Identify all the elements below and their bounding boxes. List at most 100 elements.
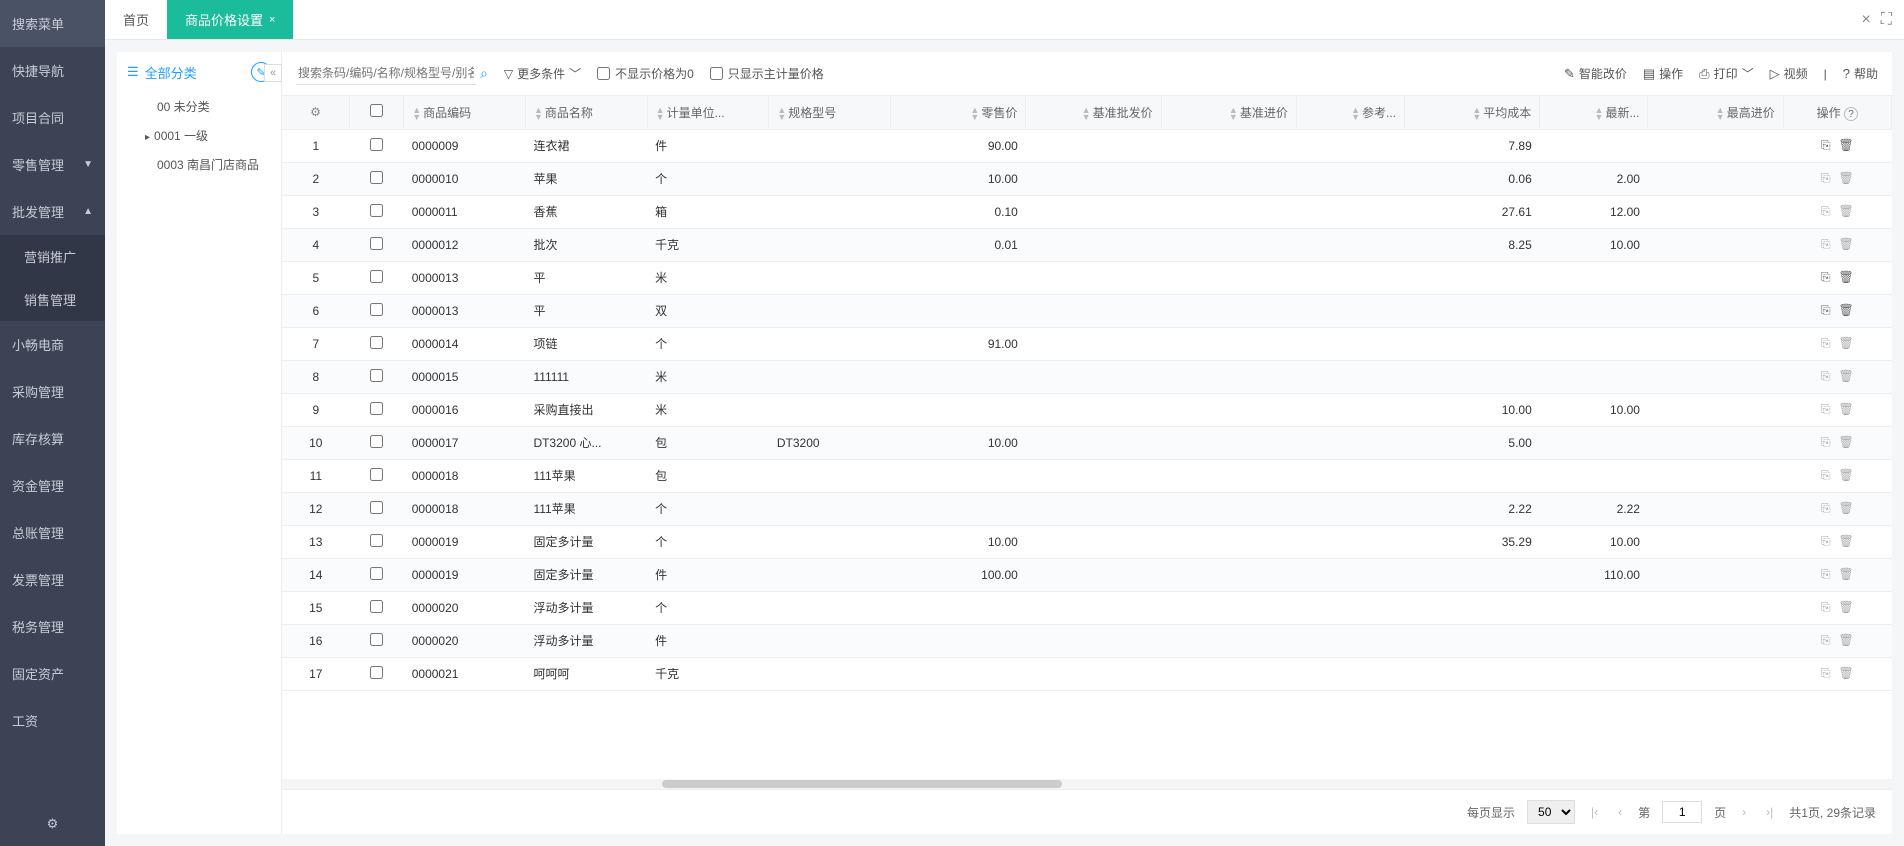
sidebar-item-5[interactable]: 小畅电商 xyxy=(0,321,105,368)
table-row[interactable]: 90000016采购直接出米10.0010.00⎘🗑 xyxy=(282,393,1892,426)
per-page-select[interactable]: 50 xyxy=(1527,800,1575,824)
table-row[interactable]: 160000020浮动多计量件⎘🗑 xyxy=(282,624,1892,657)
table-row[interactable]: 170000021呵呵呵千克⎘🗑 xyxy=(282,657,1892,690)
tab-home[interactable]: 首页 xyxy=(105,0,167,39)
tree-node-0[interactable]: 00 未分类 xyxy=(127,92,271,121)
table-row[interactable]: 110000018111苹果包⎘🗑 xyxy=(282,459,1892,492)
col-purchase[interactable]: 基准进价 xyxy=(1161,96,1296,129)
collapse-tree-button[interactable]: « xyxy=(264,64,282,82)
col-ref[interactable]: 参考... xyxy=(1296,96,1404,129)
row-checkbox[interactable] xyxy=(350,294,404,327)
table-row[interactable]: 150000020浮动多计量个⎘🗑 xyxy=(282,591,1892,624)
sidebar-item-3[interactable]: 零售管理▼ xyxy=(0,141,105,188)
row-checkbox[interactable] xyxy=(350,360,404,393)
help-button[interactable]: ? 帮助 xyxy=(1843,65,1878,82)
table-row[interactable]: 60000013平双⎘🗑 xyxy=(282,294,1892,327)
copy-icon[interactable]: ⎘ xyxy=(1821,369,1831,384)
sidebar-item-4[interactable]: 批发管理▲ xyxy=(0,188,105,235)
print-button[interactable]: ⎙ 打印 ﹀ xyxy=(1699,65,1753,82)
sidebar-item-13[interactable]: 工资 xyxy=(0,697,105,744)
last-page-button[interactable]: ›| xyxy=(1762,805,1777,819)
col-retail[interactable]: 零售价 xyxy=(891,96,1026,129)
row-checkbox[interactable] xyxy=(350,426,404,459)
copy-icon[interactable]: ⎘ xyxy=(1821,336,1831,351)
delete-icon[interactable]: 🗑 xyxy=(1839,666,1854,681)
copy-icon[interactable]: ⎘ xyxy=(1821,567,1831,582)
copy-icon[interactable]: ⎘ xyxy=(1821,270,1831,285)
delete-icon[interactable]: 🗑 xyxy=(1839,171,1854,186)
row-checkbox[interactable] xyxy=(350,129,404,162)
select-all-checkbox[interactable] xyxy=(350,96,404,129)
row-checkbox[interactable] xyxy=(350,525,404,558)
first-page-button[interactable]: |‹ xyxy=(1587,805,1602,819)
tree-node-1[interactable]: 0001 一级 xyxy=(127,121,271,150)
delete-icon[interactable]: 🗑 xyxy=(1839,633,1854,648)
more-filters-button[interactable]: ▽ 更多条件 ﹀ xyxy=(504,65,581,82)
video-button[interactable]: ▷ 视频 xyxy=(1770,65,1808,82)
row-checkbox[interactable] xyxy=(350,195,404,228)
close-icon[interactable]: × xyxy=(269,14,275,26)
delete-icon[interactable]: 🗑 xyxy=(1839,237,1854,252)
col-latest[interactable]: 最新... xyxy=(1540,96,1648,129)
table-row[interactable]: 120000018111苹果个2.222.22⎘🗑 xyxy=(282,492,1892,525)
sidebar-item-11[interactable]: 税务管理 xyxy=(0,603,105,650)
copy-icon[interactable]: ⎘ xyxy=(1821,204,1831,219)
delete-icon[interactable]: 🗑 xyxy=(1839,204,1854,219)
table-row[interactable]: 10000009连衣裙件90.007.89⎘🗑 xyxy=(282,129,1892,162)
table-row[interactable]: 20000010苹果个10.000.062.00⎘🗑 xyxy=(282,162,1892,195)
fullscreen-icon[interactable]: ⛶ xyxy=(1881,11,1892,29)
sidebar-item-12[interactable]: 固定资产 xyxy=(0,650,105,697)
copy-icon[interactable]: ⎘ xyxy=(1821,237,1831,252)
copy-icon[interactable]: ⎘ xyxy=(1821,303,1831,318)
delete-icon[interactable]: 🗑 xyxy=(1839,270,1854,285)
copy-icon[interactable]: ⎘ xyxy=(1821,600,1831,615)
delete-icon[interactable]: 🗑 xyxy=(1839,501,1854,516)
close-all-icon[interactable]: × xyxy=(1861,11,1870,29)
row-checkbox[interactable] xyxy=(350,327,404,360)
sidebar-item-8[interactable]: 资金管理 xyxy=(0,462,105,509)
copy-icon[interactable]: ⎘ xyxy=(1821,171,1831,186)
copy-icon[interactable]: ⎘ xyxy=(1821,402,1831,417)
sidebar-item-2[interactable]: 项目合同 xyxy=(0,94,105,141)
table-row[interactable]: 100000017DT3200 心...包DT320010.005.00⎘🗑 xyxy=(282,426,1892,459)
table-row[interactable]: 50000013平米⎘🗑 xyxy=(282,261,1892,294)
next-page-button[interactable]: › xyxy=(1738,805,1750,819)
col-avgcost[interactable]: 平均成本 xyxy=(1405,96,1540,129)
search-input[interactable] xyxy=(296,62,476,85)
sidebar-sub-1[interactable]: 销售管理 xyxy=(0,278,105,321)
row-checkbox[interactable] xyxy=(350,162,404,195)
copy-icon[interactable]: ⎘ xyxy=(1821,633,1831,648)
delete-icon[interactable]: 🗑 xyxy=(1839,468,1854,483)
tree-title[interactable]: 全部分类 xyxy=(145,63,197,82)
row-checkbox[interactable] xyxy=(350,459,404,492)
delete-icon[interactable]: 🗑 xyxy=(1839,303,1854,318)
hide-zero-checkbox[interactable]: 不显示价格为0 xyxy=(597,65,694,82)
delete-icon[interactable]: 🗑 xyxy=(1839,369,1854,384)
row-checkbox[interactable] xyxy=(350,228,404,261)
copy-icon[interactable]: ⎘ xyxy=(1821,138,1831,153)
horizontal-scrollbar[interactable] xyxy=(282,779,1892,789)
col-wholesale[interactable]: 基准批发价 xyxy=(1026,96,1161,129)
row-checkbox[interactable] xyxy=(350,657,404,690)
help-icon[interactable]: ? xyxy=(1844,107,1858,121)
table-row[interactable]: 130000019固定多计量个10.0035.2910.00⎘🗑 xyxy=(282,525,1892,558)
delete-icon[interactable]: 🗑 xyxy=(1839,138,1854,153)
sidebar-item-10[interactable]: 发票管理 xyxy=(0,556,105,603)
col-name[interactable]: 商品名称 xyxy=(525,96,647,129)
copy-icon[interactable]: ⎘ xyxy=(1821,666,1831,681)
tree-node-2[interactable]: 0003 南昌门店商品 xyxy=(127,150,271,179)
copy-icon[interactable]: ⎘ xyxy=(1821,435,1831,450)
col-max[interactable]: 最高进价 xyxy=(1648,96,1783,129)
delete-icon[interactable]: 🗑 xyxy=(1839,567,1854,582)
delete-icon[interactable]: 🗑 xyxy=(1839,402,1854,417)
sidebar-sub-0[interactable]: 营销推广 xyxy=(0,235,105,278)
prev-page-button[interactable]: ‹ xyxy=(1614,805,1626,819)
copy-icon[interactable]: ⎘ xyxy=(1821,501,1831,516)
row-checkbox[interactable] xyxy=(350,558,404,591)
sidebar-item-0[interactable]: 搜索菜单 xyxy=(0,0,105,47)
sidebar-item-1[interactable]: 快捷导航 xyxy=(0,47,105,94)
column-settings-button[interactable]: ⚙ xyxy=(282,96,350,129)
copy-icon[interactable]: ⎘ xyxy=(1821,534,1831,549)
sidebar-item-9[interactable]: 总账管理 xyxy=(0,509,105,556)
sidebar-item-7[interactable]: 库存核算 xyxy=(0,415,105,462)
